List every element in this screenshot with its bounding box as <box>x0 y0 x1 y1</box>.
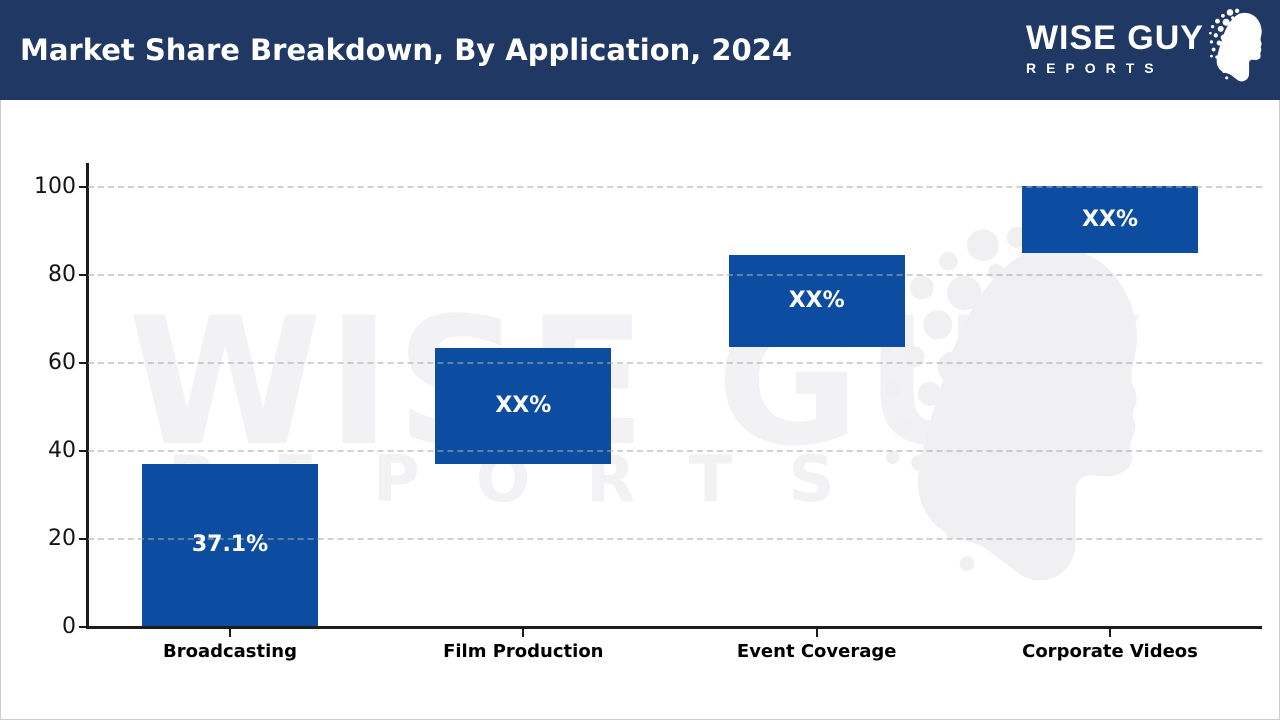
y-axis-line <box>86 163 89 629</box>
y-tick-label-20: 20 <box>48 526 76 551</box>
page-title: Market Share Breakdown, By Application, … <box>20 33 793 67</box>
bar-value-label-1: 37.1% <box>191 532 269 558</box>
bar-segment-4 <box>1022 186 1198 254</box>
bar-value-label-2: XX% <box>495 392 552 418</box>
bar-segment-1 <box>142 463 318 627</box>
header: Market Share Breakdown, By Application, … <box>0 0 1280 100</box>
bar-value-label-4: XX% <box>1082 206 1138 232</box>
gridline-20 <box>88 538 1262 540</box>
y-tick-label-60: 60 <box>48 350 76 375</box>
x-category-label-1: Broadcasting <box>163 641 297 662</box>
bar-segment-2 <box>435 347 612 464</box>
y-tick-20 <box>79 538 88 540</box>
y-tick-label-100: 100 <box>34 174 76 199</box>
x-axis-line <box>86 626 1262 629</box>
x-tick-2 <box>522 629 525 637</box>
x-category-label-4: Corporate Videos <box>1022 641 1198 662</box>
bar-segment-3 <box>728 254 905 348</box>
gridline-100 <box>88 186 1262 188</box>
wise-guy-face-icon <box>1206 8 1266 90</box>
logo-text: WISE GUY REPORTS <box>1026 20 1204 78</box>
gridline-60 <box>88 362 1262 364</box>
y-tick-80 <box>79 274 88 276</box>
logo-wordmark: WISE GUY <box>1025 19 1204 57</box>
logo-subtitle: REPORTS <box>1025 60 1164 76</box>
y-tick-60 <box>79 362 88 364</box>
gridline-40 <box>88 450 1262 452</box>
x-tick-4 <box>1109 629 1111 637</box>
y-tick-label-40: 40 <box>48 438 76 463</box>
x-category-label-3: Event Coverage <box>736 641 897 662</box>
y-tick-40 <box>79 450 88 452</box>
y-tick-label-80: 80 <box>48 262 76 287</box>
x-tick-1 <box>229 629 231 637</box>
gridline-80 <box>88 274 1262 276</box>
bar-value-label-3: XX% <box>788 287 845 313</box>
y-tick-label-0: 0 <box>62 614 76 639</box>
x-category-label-2: Film Production <box>443 641 604 662</box>
brand-logo: WISE GUY REPORTS <box>1026 8 1266 90</box>
y-tick-100 <box>79 186 88 188</box>
x-tick-3 <box>815 629 818 637</box>
y-tick-0 <box>79 626 88 628</box>
